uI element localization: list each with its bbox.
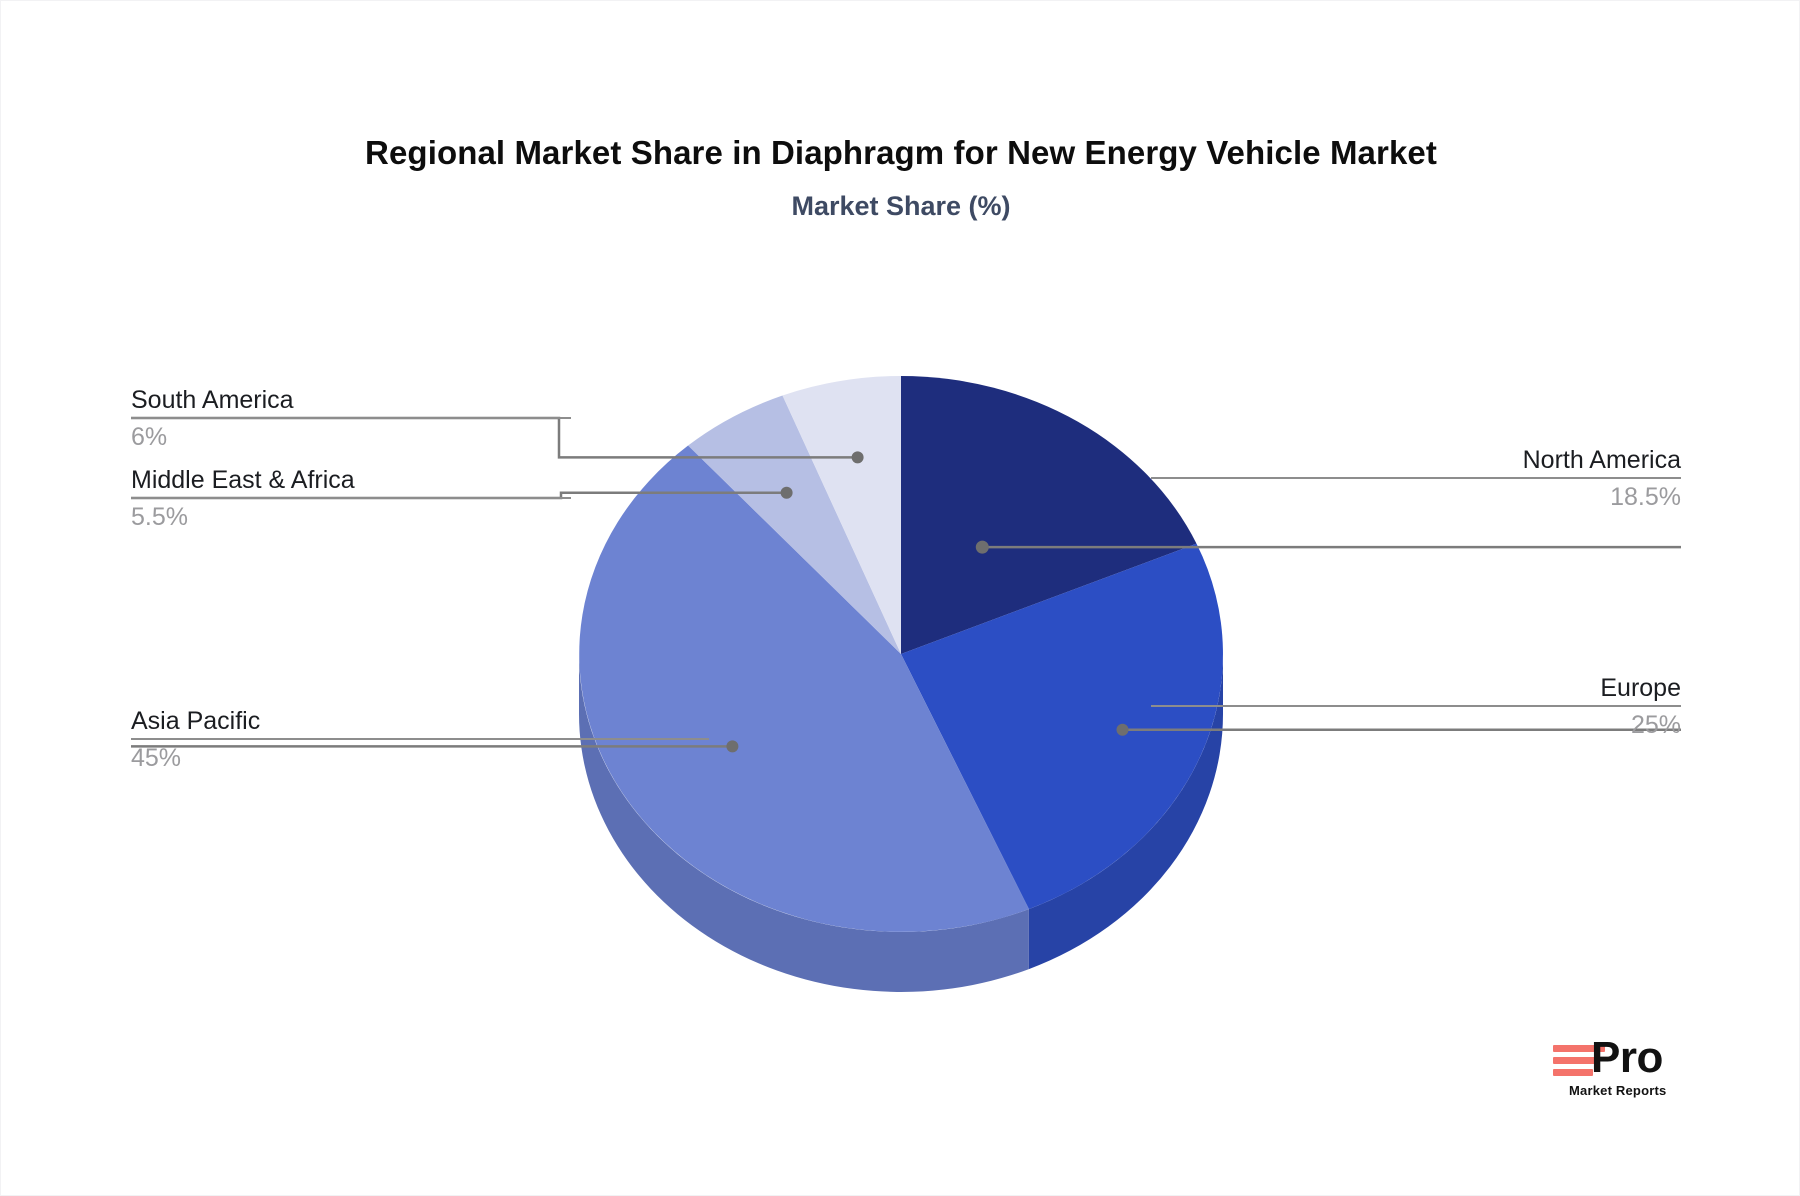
pie-slice-south-america (782, 376, 901, 654)
callout-value-middle-east-africa: 5.5% (131, 503, 188, 531)
callout-middle-east-africa: Middle East & Africa 5.5% (131, 463, 571, 535)
pie-side-europe (1028, 654, 1223, 970)
logo-bar-1 (1553, 1045, 1605, 1052)
pie-slice-middle-east-africa (688, 395, 901, 654)
logo-bars-icon (1553, 1045, 1611, 1081)
logo-bar-3 (1553, 1069, 1593, 1076)
callout-asia-pacific: Asia Pacific 45% (131, 704, 709, 776)
chart-title: Regional Market Share in Diaphragm for N… (365, 134, 1437, 171)
leader-dots (726, 451, 1129, 753)
pie-side-asia-pacific (579, 654, 1029, 992)
callout-rule-asia-pacific (131, 738, 709, 740)
callout-label-asia-pacific: Asia Pacific (131, 707, 261, 735)
leader-dot-north-america (975, 540, 989, 554)
leader-dot-asia-pacific (726, 740, 739, 753)
leader-dot-middle-east-africa (780, 486, 793, 499)
pie-3d-sides (579, 654, 1223, 992)
callout-value-asia-pacific: 45% (131, 744, 182, 772)
callout-value-south-america: 6% (131, 423, 168, 451)
pie-slice-europe (901, 543, 1223, 910)
callout-rule-north-america (1151, 477, 1681, 479)
callout-rule-europe (1151, 705, 1681, 707)
logo-bar-2 (1553, 1057, 1599, 1064)
chart-subtitle: Market Share (%) (791, 191, 1011, 221)
callout-value-europe: 25% (1630, 711, 1681, 739)
callout-rule-middle-east-africa (131, 497, 571, 499)
leader-dot-south-america (851, 451, 864, 464)
callout-north-america: North America 18.5% (1151, 443, 1681, 515)
callout-value-north-america: 18.5% (1610, 483, 1681, 511)
callout-label-south-america: South America (131, 386, 294, 414)
pie-slice-north-america (901, 376, 1197, 654)
callout-rule-south-america (131, 417, 571, 419)
callout-label-middle-east-africa: Middle East & Africa (131, 466, 355, 494)
pro-market-reports-logo: Pro Market Reports (1553, 1033, 1683, 1099)
leader-dot-europe (1116, 723, 1129, 736)
callout-europe: Europe 25% (1151, 671, 1681, 743)
pie-slice-asia-pacific (579, 445, 1029, 932)
pie-top-face (579, 376, 1223, 932)
callout-label-europe: Europe (1600, 674, 1681, 702)
callout-label-north-america: North America (1522, 446, 1681, 474)
logo-word: Pro (1591, 1033, 1663, 1082)
logo-tagline: Market Reports (1569, 1083, 1667, 1098)
callout-south-america: South America 6% (131, 383, 571, 455)
